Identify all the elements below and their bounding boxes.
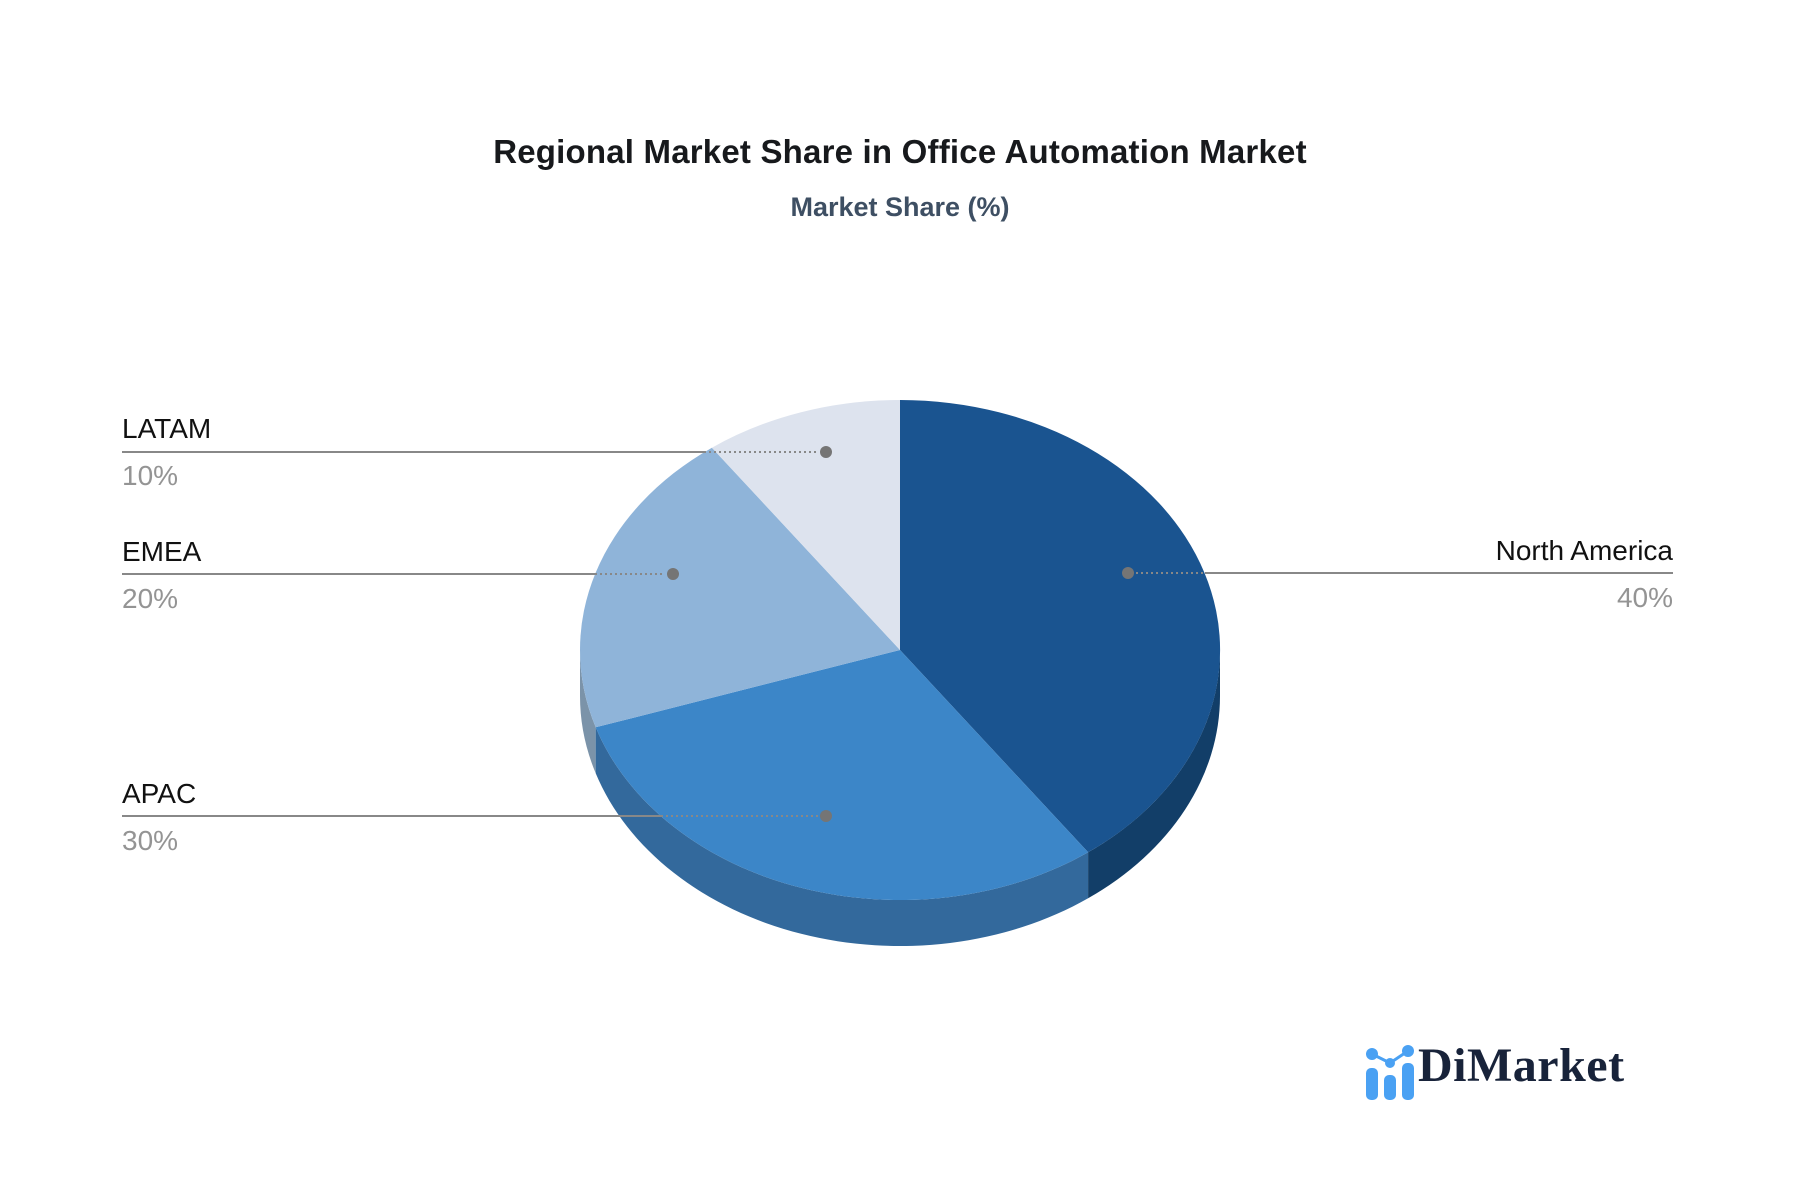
data-label-north-america-pct: 40%: [1616, 581, 1673, 613]
pie-slice-emea[interactable]: [579, 447, 900, 728]
pie-slice-side-apac: [595, 727, 1089, 947]
apac-connector-dot: [820, 810, 832, 822]
logo-text: DiMarket: [1418, 1039, 1625, 1092]
bar-line-chart-icon: [1366, 1045, 1414, 1100]
north-america-connector-dot: [1122, 567, 1134, 579]
data-label-latam-pct: 10%: [122, 459, 179, 491]
data-label-north-america-name: North America: [1495, 535, 1673, 566]
latam-connector-dot: [820, 446, 832, 458]
pie-slice-latam[interactable]: [711, 399, 900, 650]
pie-slice-side-north-america: [1088, 650, 1221, 899]
data-label-north-america: North America 40%: [1495, 535, 1673, 614]
chart-title: Regional Market Share in Office Automati…: [493, 133, 1307, 170]
emea-connector-dot: [667, 568, 679, 580]
data-label-latam-name: LATAM: [122, 413, 212, 444]
data-label-apac-name: APAC: [122, 778, 197, 809]
data-label-emea: EMEA 20%: [122, 536, 202, 615]
pie-slice-north-america[interactable]: [900, 400, 1221, 853]
dimarket-logo[interactable]: DiMarket: [1362, 1038, 1652, 1108]
data-label-apac-pct: 30%: [122, 824, 179, 856]
pie-slice-side-emea: [580, 650, 596, 774]
pie-slice-apac[interactable]: [595, 650, 1089, 901]
data-label-emea-pct: 20%: [122, 582, 179, 614]
data-label-emea-name: EMEA: [122, 536, 202, 567]
chart-subtitle: Market Share (%): [790, 192, 1010, 222]
data-label-apac: APAC 30%: [122, 778, 197, 857]
data-label-latam: LATAM 10%: [122, 413, 212, 492]
